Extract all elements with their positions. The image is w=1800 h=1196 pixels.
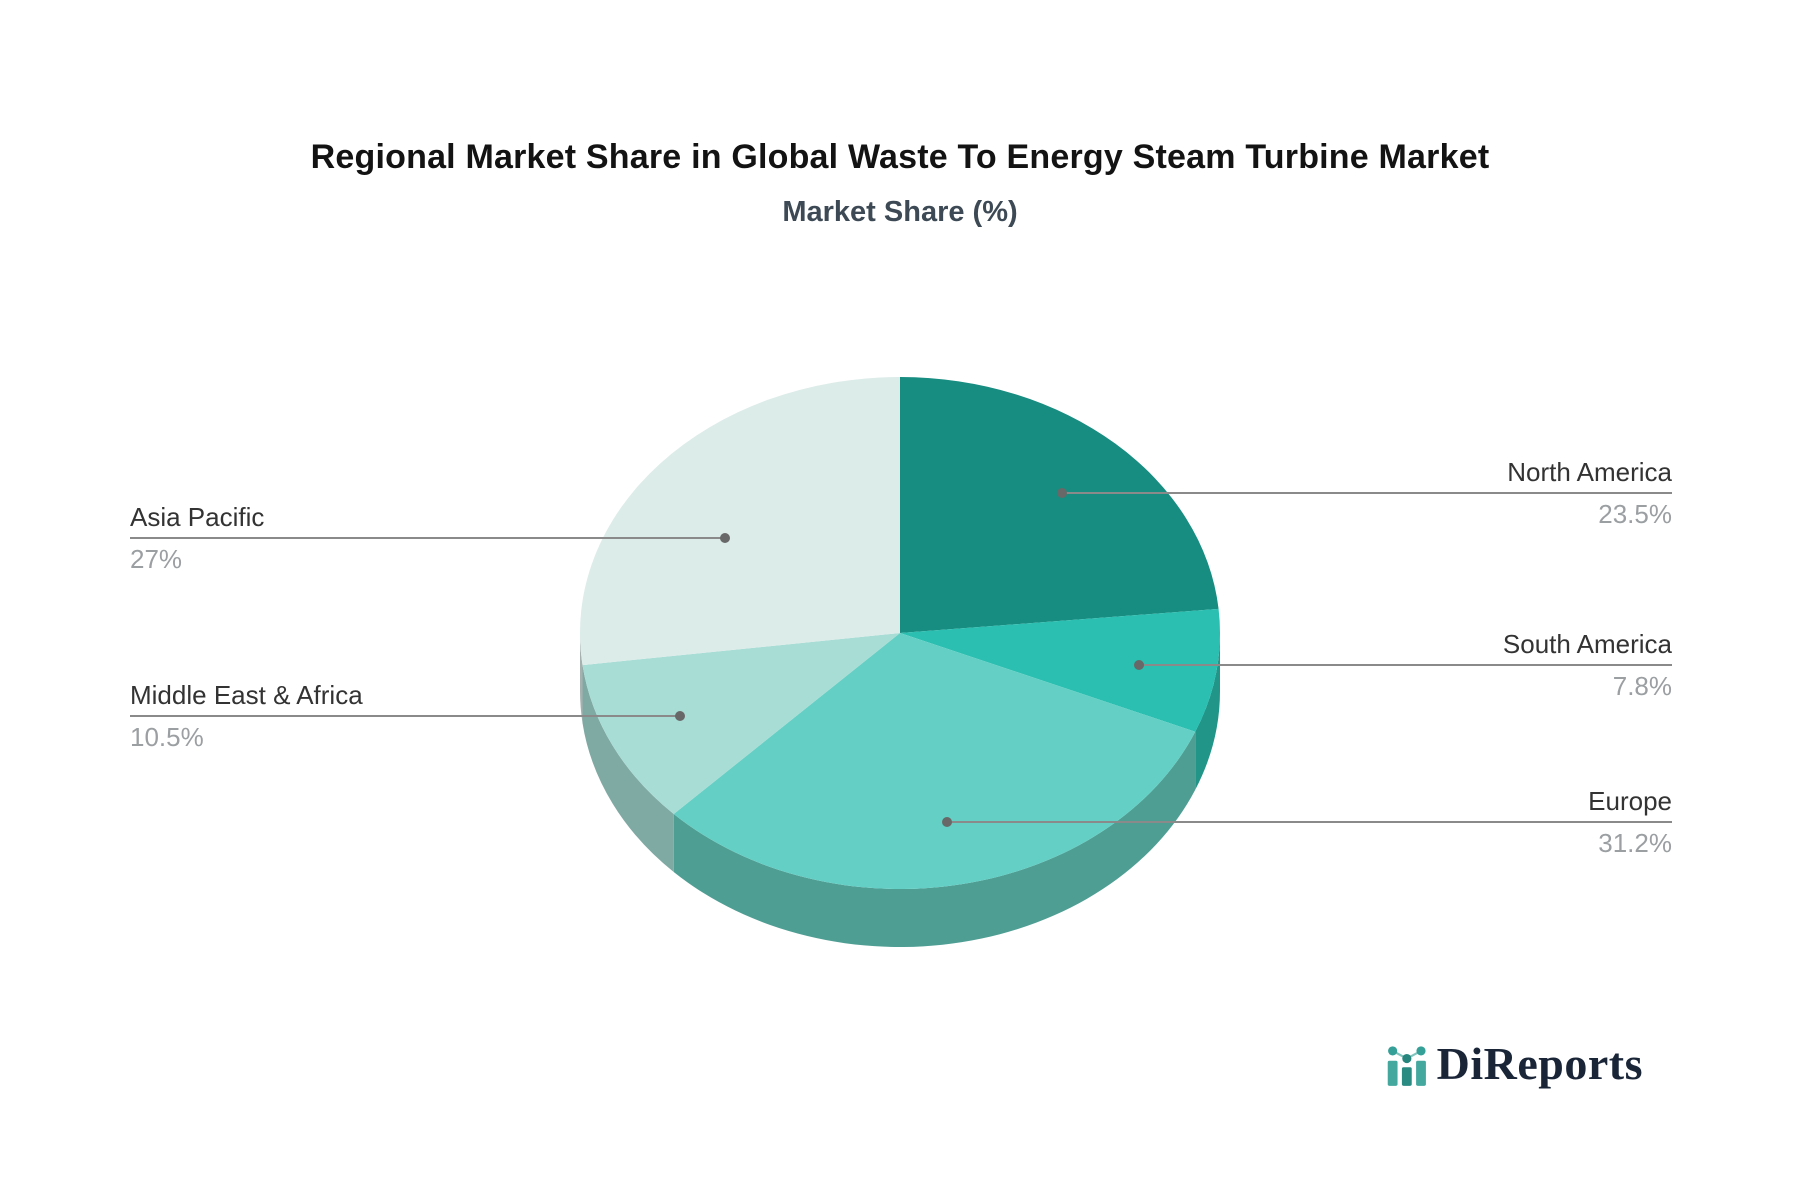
slice-value: 23.5% — [1598, 499, 1672, 529]
pie-slice-side-middle-east-africa — [582, 665, 674, 873]
slice-value: 7.8% — [1612, 671, 1672, 701]
bar-chart-icon — [1387, 1046, 1426, 1086]
callout-north-america: North America 23.5% — [1242, 453, 1672, 531]
pie-slice-asia-pacific[interactable] — [580, 377, 900, 666]
pie-slice-north-america[interactable] — [900, 377, 1219, 633]
leader-dot-south-america — [1134, 660, 1144, 670]
callout-asia-pacific: Asia Pacific 27% — [130, 498, 560, 576]
leader-dot-europe — [942, 817, 952, 827]
pie-slice-side-europe — [673, 731, 1196, 947]
callout-europe: Europe 31.2% — [1242, 782, 1672, 860]
chart-title: Regional Market Share in Global Waste To… — [310, 138, 1490, 176]
slice-label: Middle East & Africa — [130, 680, 363, 710]
leader-dot-north-america — [1057, 488, 1067, 498]
logo-text: DiReports — [1436, 1038, 1643, 1089]
slice-value: 10.5% — [130, 722, 204, 752]
callout-south-america: South America 7.8% — [1242, 625, 1672, 703]
pie-slice-south-america[interactable] — [900, 608, 1221, 732]
slice-value: 31.2% — [1598, 828, 1672, 858]
leader-dot-middle-east-africa — [675, 711, 685, 721]
slice-label: South America — [1502, 629, 1672, 659]
callout-middle-east-africa: Middle East & Africa 10.5% — [130, 676, 560, 754]
slice-label: North America — [1507, 457, 1672, 487]
pie-slice-middle-east-africa[interactable] — [582, 633, 900, 815]
slice-value: 27% — [130, 544, 183, 574]
pie-slice-side-asia-pacific — [580, 633, 583, 724]
slice-label: Europe — [1588, 786, 1672, 816]
chart-subtitle: Market Share (%) — [782, 196, 1018, 228]
leader-dot-asia-pacific — [720, 533, 730, 543]
pie-slice-europe[interactable] — [673, 633, 1196, 889]
pie-slice-side-south-america — [1195, 633, 1220, 790]
slice-label: Asia Pacific — [130, 502, 265, 532]
direports-logo: DiReports — [1387, 1032, 1643, 1096]
